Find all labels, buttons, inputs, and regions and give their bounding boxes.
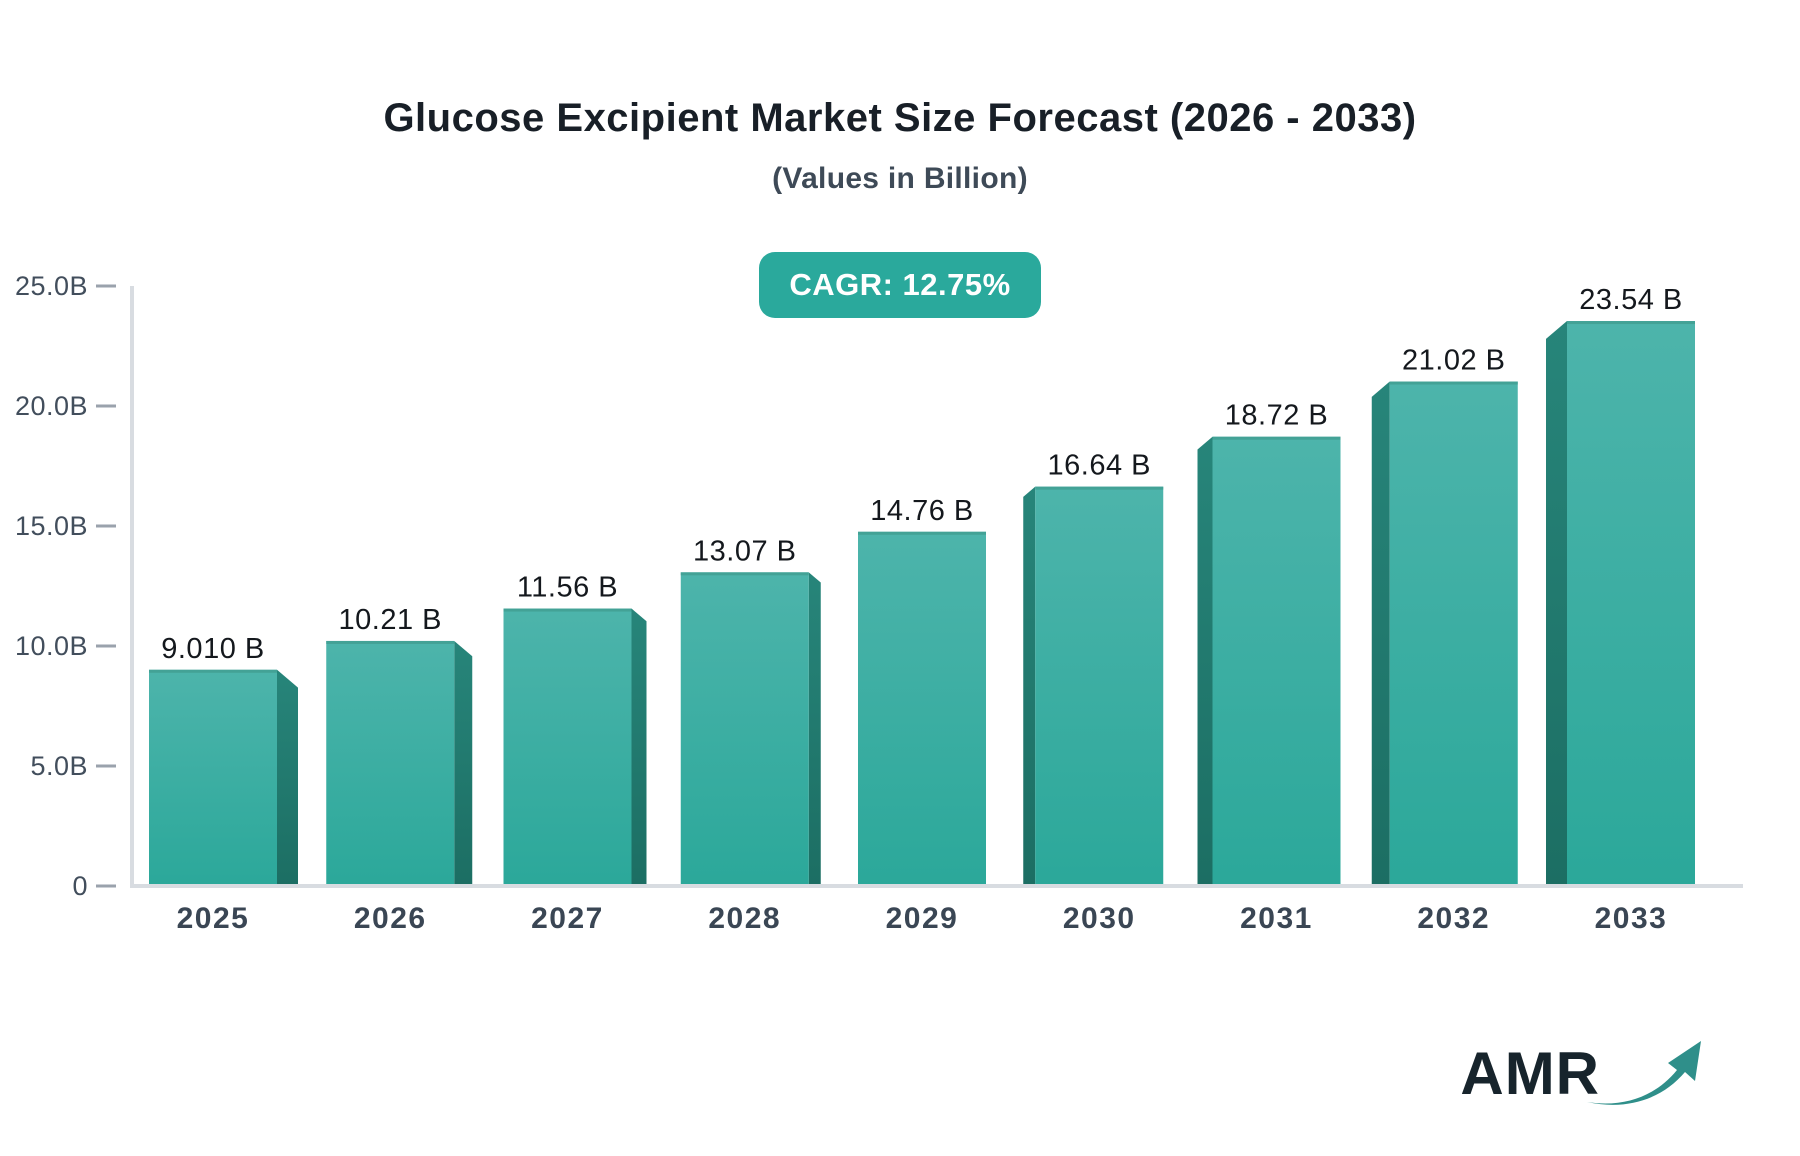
bar-front-face (1035, 486, 1164, 886)
bar-2031: 18.72 B (1197, 400, 1341, 886)
x-axis-label-2028: 2028 (708, 902, 781, 935)
bar-top-edge (503, 608, 632, 612)
bar-value-label: 9.010 B (161, 633, 264, 665)
y-tick-label: 25.0B (15, 271, 88, 301)
y-axis-line (130, 286, 134, 886)
y-tick-mark (96, 524, 116, 528)
bar-side-face (454, 640, 473, 886)
bar-top-edge (1389, 381, 1518, 385)
cagr-badge: CAGR: 12.75% (759, 252, 1041, 318)
bar-side-face (1546, 321, 1567, 886)
bar-front-face (680, 572, 809, 886)
bar-front-face (503, 608, 632, 886)
bar-2030: 16.64 B (1023, 450, 1164, 886)
bar-side-face (277, 669, 298, 886)
bar-2033: 23.54 B (1546, 284, 1695, 886)
bar-front-face (149, 669, 277, 886)
bar-top-edge (858, 531, 986, 535)
bar-value-label: 23.54 B (1579, 284, 1682, 316)
bar-2032: 21.02 B (1371, 345, 1518, 886)
bar-value-label: 14.76 B (870, 495, 973, 527)
amr-logo-text: AMR (1460, 1040, 1600, 1107)
bar-2028: 13.07 B (680, 535, 821, 886)
x-axis-label-2025: 2025 (177, 902, 250, 935)
bar-top-edge (1035, 486, 1164, 490)
x-axis-label-2029: 2029 (886, 902, 959, 935)
bar-2025: 9.010 B (149, 633, 298, 886)
bar-side-face (631, 608, 647, 886)
amr-logo: AMR (1460, 1028, 1702, 1107)
bar-front-face (1212, 436, 1341, 886)
y-tick-label: 0 (72, 871, 88, 901)
x-axis-label-2027: 2027 (531, 902, 604, 935)
bar-top-edge (1212, 436, 1341, 440)
bar-top-edge (149, 669, 277, 673)
bar-value-label: 21.02 B (1402, 345, 1505, 377)
bar-value-label: 18.72 B (1225, 400, 1328, 432)
bar-top-edge (326, 640, 455, 644)
y-tick-label: 10.0B (15, 631, 88, 661)
cagr-badge-row: CAGR: 12.75% (0, 252, 1800, 318)
bar-2029: 14.76 B (858, 495, 986, 886)
y-tick-mark (96, 404, 116, 408)
y-tick-label: 15.0B (15, 511, 88, 541)
bar-value-label: 13.07 B (693, 535, 796, 567)
bar-2026: 10.21 B (326, 604, 473, 886)
x-axis-line (130, 884, 1743, 888)
x-axis-label-2030: 2030 (1063, 902, 1136, 935)
y-tick-mark (96, 764, 116, 768)
chart-title: Glucose Excipient Market Size Forecast (… (383, 96, 1417, 140)
y-tick-mark (96, 284, 116, 288)
bar-side-face (1023, 486, 1036, 886)
y-tick-label: 5.0B (30, 751, 88, 781)
bar-side-face (1197, 436, 1213, 886)
y-tick-mark (96, 644, 116, 648)
bar-value-label: 11.56 B (517, 572, 618, 604)
bar-side-face (808, 572, 821, 886)
bar-2027: 11.56 B (503, 572, 647, 886)
bar-value-label: 10.21 B (339, 604, 442, 636)
y-tick-label: 20.0B (15, 391, 88, 421)
growth-arrow-icon (1587, 1041, 1701, 1105)
x-axis-label-2032: 2032 (1417, 902, 1490, 935)
chart-subtitle: (Values in Billion) (772, 162, 1028, 195)
bar-top-edge (1567, 321, 1695, 325)
bar-top-edge (680, 572, 809, 576)
bar-front-face (858, 531, 986, 886)
x-axis-label-2031: 2031 (1240, 902, 1313, 935)
y-tick-mark (96, 884, 116, 888)
x-axis-label-2026: 2026 (354, 902, 427, 935)
bar-front-face (326, 640, 455, 886)
bar-value-label: 16.64 B (1048, 450, 1151, 482)
bar-front-face (1567, 321, 1695, 886)
bar-front-face (1389, 381, 1518, 886)
x-axis-label-2033: 2033 (1595, 902, 1668, 935)
bar-side-face (1371, 381, 1390, 886)
